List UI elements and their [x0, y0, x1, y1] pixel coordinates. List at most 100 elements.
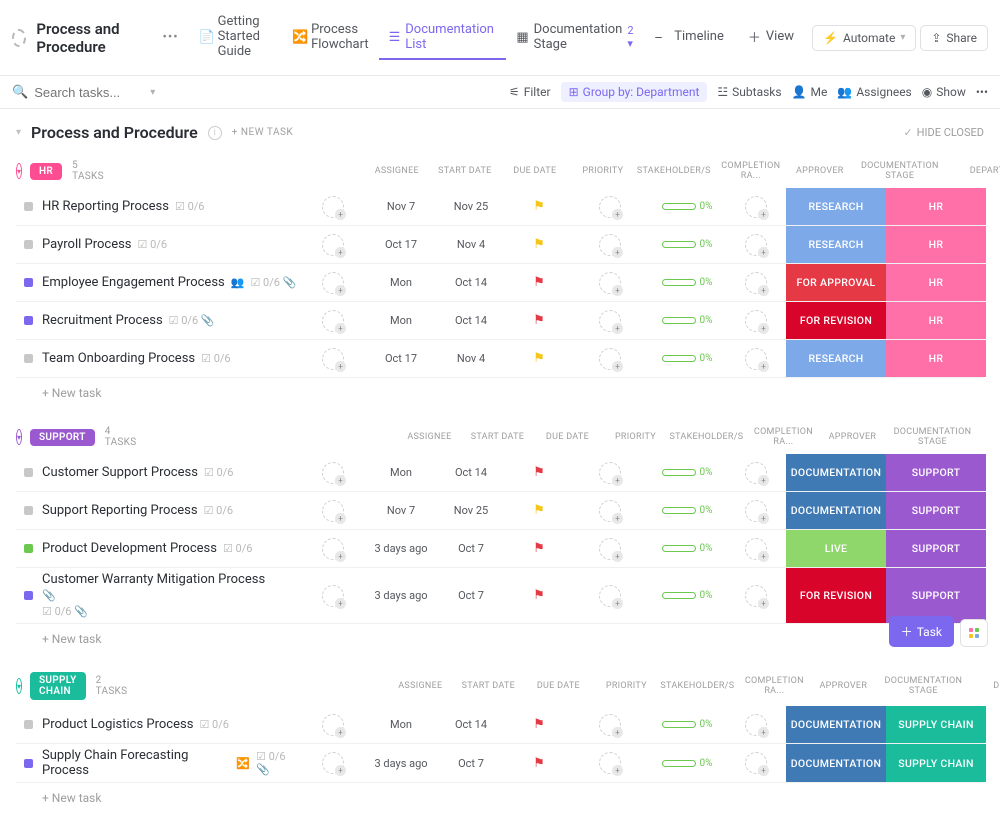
approver-placeholder[interactable] — [745, 310, 767, 332]
approver-placeholder[interactable] — [745, 538, 767, 560]
dept-cell[interactable]: SUPPLY CHAIN — [886, 706, 986, 743]
start-date[interactable]: 3 days ago — [366, 542, 436, 555]
hide-closed-button[interactable]: ✓HIDE CLOSED — [903, 126, 984, 139]
priority-flag[interactable]: ⚑ — [506, 588, 572, 603]
start-date[interactable]: Mon — [366, 314, 436, 327]
column-header[interactable]: STAKEHOLDER/S — [659, 681, 735, 691]
subtask-count[interactable]: ☑ 0/6 📎 — [169, 314, 215, 327]
task-title[interactable]: Employee Engagement Process — [42, 275, 225, 290]
stage-cell[interactable]: DOCUMENTATION — [786, 744, 886, 782]
dept-cell[interactable]: SUPPORT — [886, 492, 986, 529]
approver-placeholder[interactable] — [745, 272, 767, 294]
due-date[interactable]: Oct 14 — [436, 314, 506, 327]
column-header[interactable]: PRIORITY — [570, 166, 636, 176]
stage-cell[interactable]: RESEARCH — [786, 340, 886, 377]
start-date[interactable]: Oct 17 — [366, 352, 436, 365]
due-date[interactable]: Nov 25 — [436, 200, 506, 213]
status-icon[interactable] — [24, 591, 33, 600]
subtask-count[interactable]: ☑ 0/6 — [138, 238, 168, 251]
assignee-placeholder[interactable] — [322, 310, 344, 332]
completion[interactable]: 0% — [648, 201, 726, 212]
assignees-button[interactable]: 👥Assignees — [837, 85, 911, 99]
task-title[interactable]: Customer Support Process — [42, 465, 198, 480]
priority-flag[interactable]: ⚑ — [506, 465, 572, 480]
subtask-count[interactable]: ☑ 0/6 📎 — [256, 750, 300, 776]
stakeholder-placeholder[interactable] — [599, 585, 621, 607]
task-title[interactable]: Recruitment Process — [42, 313, 163, 328]
completion[interactable]: 0% — [648, 505, 726, 516]
dept-cell[interactable]: HR — [886, 226, 986, 263]
info-icon[interactable]: i — [208, 126, 222, 140]
approver-placeholder[interactable] — [745, 752, 767, 774]
task-row[interactable]: Payroll Process ☑ 0/6 Oct 17 Nov 4 ⚑ 0% … — [16, 226, 984, 264]
completion[interactable]: 0% — [648, 543, 726, 554]
start-date[interactable]: Nov 7 — [366, 200, 436, 213]
subtask-count[interactable]: ☑ 0/6 — [199, 718, 229, 731]
stakeholder-placeholder[interactable] — [599, 272, 621, 294]
status-icon[interactable] — [24, 468, 33, 477]
completion[interactable]: 0% — [648, 315, 726, 326]
stakeholder-placeholder[interactable] — [599, 234, 621, 256]
collapse-icon[interactable]: ▾ — [16, 429, 22, 445]
task-row[interactable]: Customer Warranty Mitigation Process 📎☑ … — [16, 568, 984, 624]
tab-documentation-stage[interactable]: ▦Documentation Stage2 ▾ — [506, 16, 645, 60]
collapse-icon[interactable]: ▾ — [16, 678, 22, 694]
more-button[interactable]: ••• — [976, 85, 988, 99]
assignee-placeholder[interactable] — [322, 462, 344, 484]
task-title[interactable]: Customer Warranty Mitigation Process — [42, 572, 265, 587]
start-date[interactable]: Mon — [366, 466, 436, 479]
stakeholder-placeholder[interactable] — [599, 500, 621, 522]
start-date[interactable]: Mon — [366, 718, 436, 731]
new-task-fab[interactable]: ＋Task — [889, 616, 954, 647]
stakeholder-placeholder[interactable] — [599, 348, 621, 370]
stakeholder-placeholder[interactable] — [599, 714, 621, 736]
column-header[interactable]: DOCUMENTATION STAGE — [873, 676, 973, 696]
due-date[interactable]: Oct 7 — [436, 542, 506, 555]
new-task-row[interactable]: + New task — [16, 624, 984, 654]
column-header[interactable]: START DATE — [453, 681, 523, 691]
column-header[interactable]: PRIORITY — [593, 681, 659, 691]
assignee-placeholder[interactable] — [322, 348, 344, 370]
dept-cell[interactable]: SUPPORT — [886, 454, 986, 491]
stakeholder-placeholder[interactable] — [599, 462, 621, 484]
completion[interactable]: 0% — [648, 719, 726, 730]
column-header[interactable]: DOCUMENTATION STAGE — [850, 161, 950, 181]
assignee-placeholder[interactable] — [322, 234, 344, 256]
task-title[interactable]: HR Reporting Process — [42, 199, 169, 214]
start-date[interactable]: 3 days ago — [366, 757, 436, 770]
column-header[interactable]: START DATE — [462, 432, 532, 442]
group-badge[interactable]: SUPPORT — [30, 429, 95, 446]
task-row[interactable]: Employee Engagement Process 👥 ☑ 0/6 📎 Mo… — [16, 264, 984, 302]
priority-flag[interactable]: ⚑ — [506, 275, 572, 290]
priority-flag[interactable]: ⚑ — [506, 313, 572, 328]
completion[interactable]: 0% — [648, 467, 726, 478]
priority-flag[interactable]: ⚑ — [506, 541, 572, 556]
completion[interactable]: 0% — [648, 239, 726, 250]
dept-cell[interactable]: HR — [886, 188, 986, 225]
status-icon[interactable] — [24, 544, 33, 553]
completion[interactable]: 0% — [648, 590, 726, 601]
status-icon[interactable] — [24, 240, 33, 249]
task-title[interactable]: Product Logistics Process — [42, 717, 193, 732]
subtask-count[interactable]: ☑ 0/6 — [204, 504, 234, 517]
subtasks-button[interactable]: ☳Subtasks — [717, 85, 781, 99]
column-header[interactable]: COMPLETION RA... — [744, 427, 822, 447]
share-button[interactable]: ⇪Share — [920, 25, 988, 51]
completion[interactable]: 0% — [648, 758, 726, 769]
column-header[interactable]: DUE DATE — [532, 432, 602, 442]
task-row[interactable]: Supply Chain Forecasting Process 🔀 ☑ 0/6… — [16, 744, 984, 783]
due-date[interactable]: Oct 14 — [436, 718, 506, 731]
assignee-placeholder[interactable] — [322, 538, 344, 560]
new-task-button[interactable]: + NEW TASK — [232, 127, 293, 138]
column-header[interactable]: DEPARTMENT — [982, 432, 1000, 442]
collapse-icon[interactable]: ▾ — [16, 163, 22, 179]
completion[interactable]: 0% — [648, 277, 726, 288]
start-date[interactable]: Mon — [366, 276, 436, 289]
chevron-down-icon[interactable]: ▾ — [150, 87, 155, 98]
approver-placeholder[interactable] — [745, 196, 767, 218]
due-date[interactable]: Oct 7 — [436, 589, 506, 602]
group-by-button[interactable]: ⊞Group by: Department — [561, 82, 708, 102]
assignee-placeholder[interactable] — [322, 714, 344, 736]
start-date[interactable]: 3 days ago — [366, 589, 436, 602]
task-row[interactable]: Product Development Process ☑ 0/6 3 days… — [16, 530, 984, 568]
